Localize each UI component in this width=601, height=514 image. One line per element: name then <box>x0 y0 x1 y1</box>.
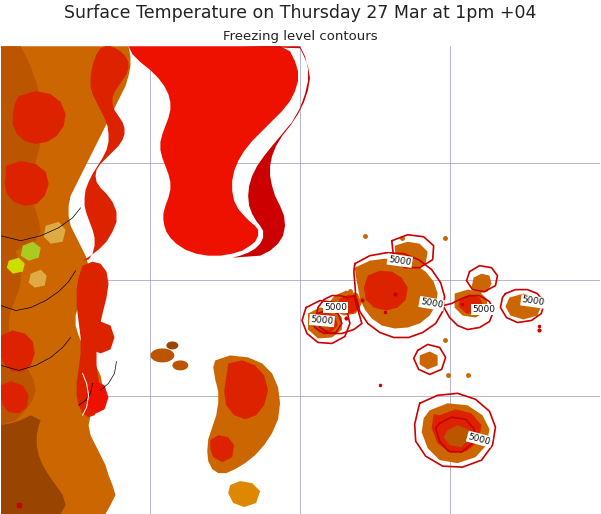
Polygon shape <box>1 331 35 372</box>
Text: 5000: 5000 <box>388 254 412 267</box>
Text: 5000: 5000 <box>310 315 334 326</box>
Polygon shape <box>315 318 332 331</box>
Polygon shape <box>207 355 280 473</box>
Polygon shape <box>419 352 438 370</box>
Polygon shape <box>432 409 481 453</box>
Text: 5000: 5000 <box>521 296 545 307</box>
Polygon shape <box>1 46 44 251</box>
Polygon shape <box>13 91 66 144</box>
Polygon shape <box>395 242 428 270</box>
Polygon shape <box>472 273 492 293</box>
Polygon shape <box>82 46 129 261</box>
Polygon shape <box>1 46 130 514</box>
Polygon shape <box>21 242 41 261</box>
Polygon shape <box>85 381 109 413</box>
Polygon shape <box>5 161 49 206</box>
Text: Surface Temperature on Thursday 27 Mar at 1pm +04: Surface Temperature on Thursday 27 Mar a… <box>64 4 537 22</box>
Polygon shape <box>1 415 66 514</box>
Polygon shape <box>166 341 178 350</box>
Polygon shape <box>129 46 298 255</box>
Polygon shape <box>232 46 310 258</box>
Polygon shape <box>224 360 268 419</box>
Polygon shape <box>312 311 338 334</box>
Polygon shape <box>364 271 407 310</box>
Polygon shape <box>1 381 29 413</box>
Polygon shape <box>1 246 35 425</box>
Text: 5000: 5000 <box>472 305 495 314</box>
Polygon shape <box>150 348 174 362</box>
Polygon shape <box>228 481 260 507</box>
Text: Freezing level contours: Freezing level contours <box>223 30 378 43</box>
Polygon shape <box>505 293 542 320</box>
Polygon shape <box>444 425 469 447</box>
Polygon shape <box>44 222 66 244</box>
Polygon shape <box>459 295 484 314</box>
Polygon shape <box>454 289 487 318</box>
Polygon shape <box>330 290 362 316</box>
Polygon shape <box>29 270 47 288</box>
Text: 5000: 5000 <box>419 297 444 310</box>
Text: 5000: 5000 <box>467 432 492 447</box>
Polygon shape <box>87 322 115 354</box>
Polygon shape <box>76 262 109 417</box>
Text: 5000: 5000 <box>325 303 347 312</box>
Polygon shape <box>210 435 234 462</box>
Polygon shape <box>308 307 342 339</box>
Polygon shape <box>422 403 489 463</box>
Polygon shape <box>336 295 360 314</box>
Polygon shape <box>7 258 25 273</box>
Polygon shape <box>355 259 438 328</box>
Polygon shape <box>172 360 188 371</box>
